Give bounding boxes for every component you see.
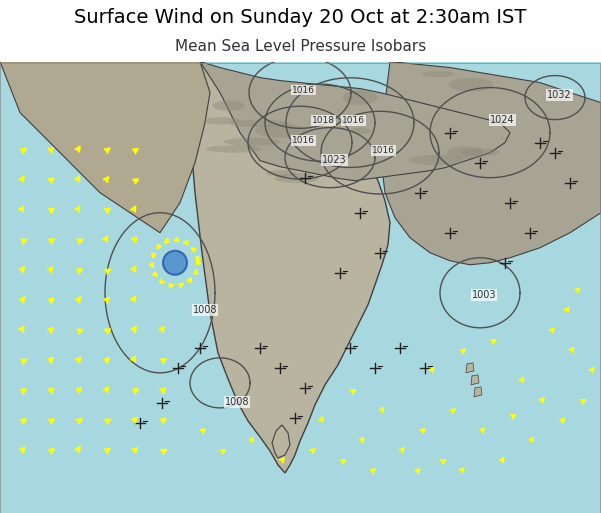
- Ellipse shape: [255, 124, 308, 138]
- Polygon shape: [474, 387, 482, 397]
- Ellipse shape: [204, 117, 240, 125]
- Polygon shape: [471, 375, 479, 385]
- Text: 1008: 1008: [193, 305, 218, 315]
- Text: 1008: 1008: [225, 397, 249, 407]
- Text: 1016: 1016: [342, 115, 365, 125]
- Ellipse shape: [409, 155, 465, 165]
- Text: 1016: 1016: [372, 146, 395, 154]
- Text: 1016: 1016: [292, 135, 315, 145]
- Text: Surface Wind on Sunday 20 Oct at 2:30am IST: Surface Wind on Sunday 20 Oct at 2:30am …: [75, 8, 526, 27]
- Text: 1032: 1032: [547, 90, 572, 100]
- Polygon shape: [272, 425, 290, 458]
- Ellipse shape: [212, 101, 245, 111]
- Ellipse shape: [266, 170, 297, 176]
- Polygon shape: [190, 62, 390, 473]
- Circle shape: [163, 251, 187, 275]
- Polygon shape: [466, 363, 474, 373]
- Ellipse shape: [206, 145, 262, 153]
- Ellipse shape: [460, 148, 500, 156]
- Text: 1023: 1023: [322, 154, 347, 165]
- Ellipse shape: [343, 90, 377, 105]
- Polygon shape: [0, 62, 210, 233]
- Ellipse shape: [275, 173, 319, 183]
- Ellipse shape: [230, 120, 289, 127]
- Ellipse shape: [224, 137, 281, 146]
- Text: 1016: 1016: [292, 86, 315, 94]
- Ellipse shape: [447, 146, 483, 159]
- Text: Mean Sea Level Pressure Isobars: Mean Sea Level Pressure Isobars: [175, 38, 426, 54]
- Text: 1003: 1003: [472, 290, 496, 300]
- Ellipse shape: [448, 78, 493, 92]
- Text: 1024: 1024: [490, 114, 514, 125]
- Ellipse shape: [350, 128, 371, 134]
- Polygon shape: [200, 62, 510, 181]
- Text: 1018: 1018: [312, 115, 335, 125]
- Ellipse shape: [422, 71, 454, 77]
- Polygon shape: [380, 62, 601, 265]
